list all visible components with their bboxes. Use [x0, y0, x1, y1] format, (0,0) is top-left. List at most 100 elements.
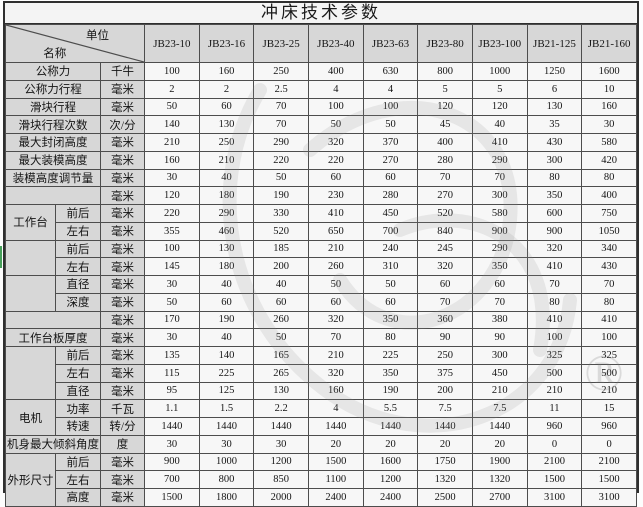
- value-cell: 320: [307, 133, 364, 152]
- value-cell: 190: [362, 381, 419, 401]
- value-cell: 1500: [581, 470, 637, 489]
- value-cell: 260: [253, 310, 309, 330]
- value-cell: 90: [471, 328, 528, 347]
- value-cell: 325: [526, 346, 583, 365]
- unit-cell: 次/分: [99, 115, 146, 134]
- unit-cell: 毫米: [99, 150, 146, 170]
- value-cell: 165: [253, 346, 309, 365]
- value-cell: 210: [198, 150, 255, 170]
- value-cell: 100: [362, 97, 419, 117]
- value-cell: 6: [526, 79, 583, 99]
- value-cell: 500: [526, 363, 583, 383]
- value-cell: 900: [526, 221, 583, 241]
- unit-cell: 毫米: [99, 221, 146, 241]
- sub-name-cell: 左右: [55, 470, 101, 489]
- sub-name-cell: 左右: [55, 257, 101, 276]
- sub-name-cell: 直径: [55, 275, 101, 294]
- unit-header-label: 单位: [86, 30, 110, 42]
- table-row: 直径 毫米 30 40 40 50 50 60 60 70 70: [5, 275, 637, 312]
- value-cell: 30: [144, 275, 200, 294]
- value-cell: 410: [471, 133, 528, 152]
- value-cell: 180: [198, 186, 255, 205]
- row-name-cell: 公称力行程: [5, 79, 101, 99]
- value-cell: 30: [144, 328, 200, 347]
- model-header-cell: JB21-160: [581, 24, 637, 63]
- value-cell: 30: [581, 115, 637, 134]
- value-cell: 50: [253, 168, 309, 188]
- value-cell: 160: [307, 381, 364, 401]
- table-row: 毫米 170 190 260 320 350 360 380 410 410: [5, 310, 637, 330]
- unit-cell: 毫米: [99, 488, 146, 507]
- unit-cell: 毫米: [99, 381, 146, 401]
- value-cell: 115: [144, 363, 200, 383]
- unit-cell: 转/分: [99, 417, 146, 436]
- row-name-cell: 机身最大倾斜角度: [5, 434, 101, 454]
- value-cell: 70: [417, 168, 473, 188]
- value-cell: 2500: [417, 488, 473, 507]
- sub-name-cell: 左右: [55, 221, 101, 241]
- value-cell: 10: [581, 79, 637, 99]
- value-cell: 4: [307, 399, 364, 418]
- value-cell: 650: [307, 221, 364, 241]
- unit-cell: 毫米: [99, 79, 146, 99]
- value-cell: 410: [581, 310, 637, 330]
- model-header-cell: JB23-100: [471, 24, 528, 63]
- value-cell: 160: [144, 150, 200, 170]
- value-cell: 800: [198, 470, 255, 489]
- value-cell: 300: [471, 186, 528, 205]
- table-row: 深度 毫米 50 60 60 60 60 70 70 80 80: [6, 292, 637, 312]
- sub-name-cell: 高度: [55, 488, 101, 507]
- table-row: 前后 毫米 135 140 165 210 225 250 300 325 325: [5, 345, 637, 401]
- value-cell: 290: [471, 239, 528, 259]
- value-cell: 50: [307, 115, 364, 134]
- table-row: 滑块行程次数 次/分 140 130 70 50 50 45 40 35 30: [5, 115, 637, 134]
- value-cell: 2.5: [253, 79, 309, 99]
- value-cell: 355: [144, 221, 200, 241]
- parameter-table-sheet: 冲床技术参数 单位 名称 JB23-10 JB23-16 JB23-25 JB23-4…: [3, 1, 639, 507]
- value-cell: 280: [362, 186, 419, 205]
- value-cell: 200: [417, 381, 473, 401]
- value-cell: 320: [417, 257, 473, 276]
- value-cell: 40: [198, 275, 255, 294]
- value-cell: 700: [144, 470, 200, 489]
- table-row: 左右 毫米 145 180 200 260 310 320 350 410 430: [6, 257, 637, 276]
- header-row: 单位 名称 JB23-10 JB23-16 JB23-25 JB23-40 JB23-6…: [4, 24, 637, 63]
- value-cell: 20: [471, 434, 528, 454]
- sub-name-cell: 直径: [55, 381, 101, 401]
- section-name-cell: 工作台: [5, 204, 56, 241]
- value-cell: 100: [581, 328, 637, 347]
- value-cell: 360: [417, 310, 473, 330]
- row-name-cell: 滑块行程: [5, 97, 101, 117]
- value-cell: 1100: [307, 470, 364, 489]
- value-cell: 2: [144, 79, 200, 99]
- section-name-cell: [5, 239, 56, 276]
- table-row: 外形尺寸 前后 毫米 900 1000 1200 1500 1600 1750 1900 2100 2…: [5, 452, 637, 507]
- value-cell: 70: [581, 275, 637, 294]
- table-row: 机身最大倾斜角度度 30 30 30 20 20 20 20 0 0: [5, 434, 637, 454]
- value-cell: 30: [253, 434, 309, 454]
- value-cell: 40: [471, 115, 528, 134]
- value-cell: 100: [144, 239, 200, 259]
- value-cell: 1320: [417, 470, 473, 489]
- value-cell: 30: [198, 434, 255, 454]
- value-cell: 1500: [526, 470, 583, 489]
- value-cell: 30: [144, 434, 200, 454]
- sub-name-cell: 前后: [55, 204, 101, 223]
- value-cell: 1600: [362, 452, 419, 472]
- value-cell: 1900: [471, 452, 528, 472]
- table-row: 左右 毫米 355 460 520 650 700 840 900 900 1050: [6, 221, 637, 241]
- value-cell: 70: [526, 275, 583, 294]
- value-cell: 850: [253, 470, 309, 489]
- value-cell: 70: [471, 292, 528, 312]
- table-row: 滑块行程 毫米 50 60 70 100 100 120 120 130 160: [5, 97, 637, 117]
- value-cell: 225: [362, 346, 419, 365]
- value-cell: 5: [417, 79, 473, 99]
- value-cell: 5: [471, 79, 528, 99]
- sub-name-cell: 前后: [55, 346, 101, 365]
- value-cell: 3100: [581, 488, 637, 507]
- value-cell: 100: [526, 328, 583, 347]
- row-name-cell: 工作台板厚度: [5, 328, 101, 347]
- value-cell: 1000: [198, 452, 255, 472]
- value-cell: 70: [417, 292, 473, 312]
- model-header-cell: JB23-10: [144, 24, 200, 63]
